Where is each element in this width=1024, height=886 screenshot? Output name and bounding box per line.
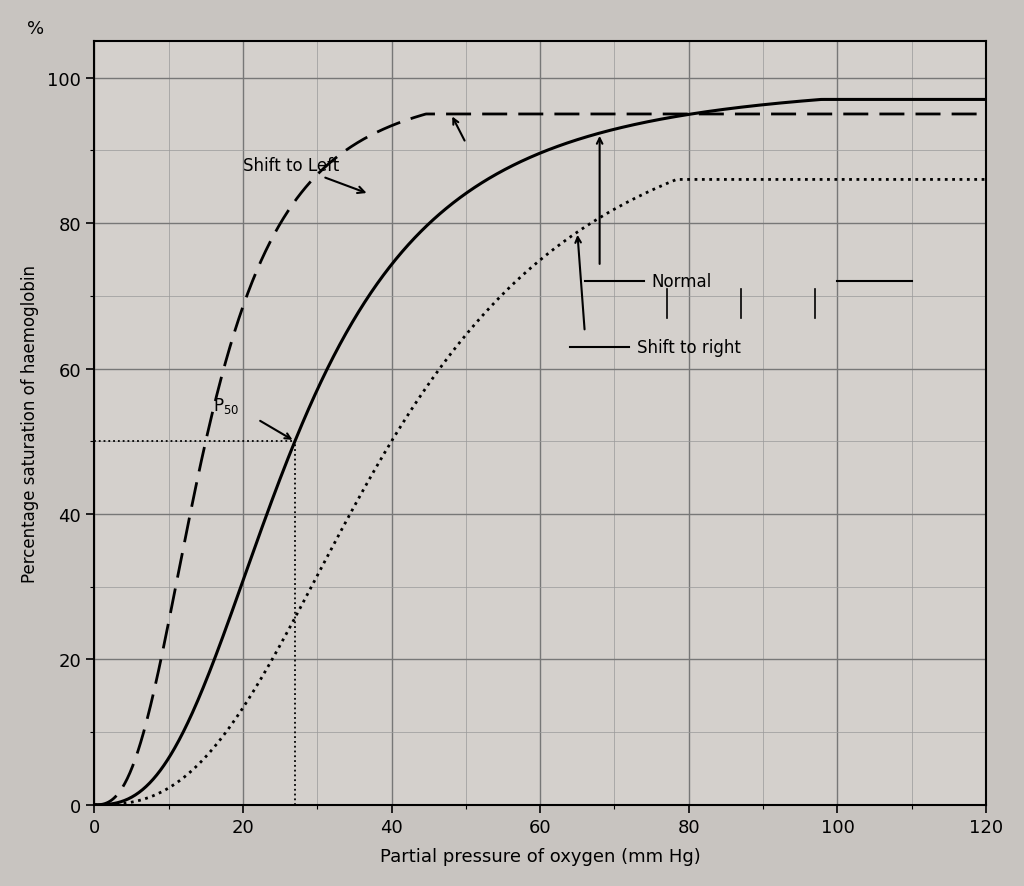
- Text: Shift to Left: Shift to Left: [243, 157, 365, 194]
- X-axis label: Partial pressure of oxygen (mm Hg): Partial pressure of oxygen (mm Hg): [380, 847, 700, 866]
- Text: Normal: Normal: [651, 273, 712, 291]
- Text: Shift to right: Shift to right: [637, 338, 740, 356]
- Y-axis label: Percentage saturation of haemoglobin: Percentage saturation of haemoglobin: [20, 265, 39, 582]
- Text: %: %: [28, 20, 44, 38]
- Text: P$_{50}$: P$_{50}$: [213, 395, 240, 416]
